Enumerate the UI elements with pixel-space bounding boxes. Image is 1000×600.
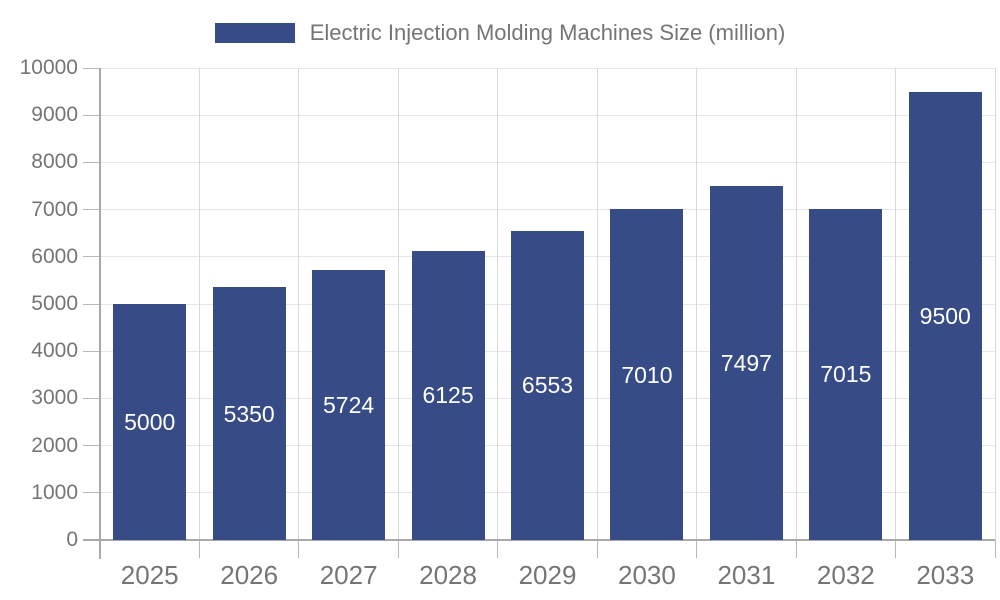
y-tick-label: 0 (66, 528, 78, 551)
bar-value-label: 7497 (720, 350, 772, 377)
y-axis-tick (83, 303, 100, 305)
chart-legend: Electric Injection Molding Machines Size… (0, 22, 1000, 44)
x-tick-label: 2031 (717, 560, 776, 590)
v-gridline (198, 68, 200, 540)
bar-value-label: 9500 (919, 302, 971, 329)
y-axis-tick (83, 397, 100, 399)
x-axis-tick (696, 540, 698, 558)
bar[interactable] (709, 186, 783, 540)
h-gridline (100, 161, 995, 163)
y-tick-label: 1000 (31, 480, 78, 504)
x-axis-tick (298, 540, 300, 558)
y-tick-label: 6000 (31, 244, 78, 268)
bar-value-label: 5350 (223, 400, 275, 427)
v-gridline (497, 68, 499, 540)
x-tick-label: 2027 (319, 560, 378, 590)
y-axis-tick (83, 350, 100, 352)
v-gridline (895, 68, 897, 540)
legend-label[interactable]: Electric Injection Molding Machines Size… (309, 20, 786, 45)
bar[interactable] (610, 209, 684, 540)
y-axis-tick (83, 209, 100, 211)
x-axis-tick (198, 540, 200, 558)
y-tick-label: 2000 (31, 433, 78, 457)
bar-value-label: 6125 (422, 382, 474, 409)
x-axis-tick (497, 540, 499, 558)
v-gridline (795, 68, 797, 540)
y-tick-label: 5000 (31, 292, 78, 315)
y-axis-tick (83, 67, 100, 69)
bar[interactable] (809, 208, 883, 540)
bar[interactable] (411, 250, 485, 540)
bar[interactable] (212, 287, 286, 540)
legend-swatch[interactable] (214, 23, 295, 43)
h-gridline (100, 209, 995, 211)
y-tick-label: 10000 (19, 56, 78, 79)
y-axis-tick (83, 114, 100, 116)
y-axis-tick (83, 445, 100, 447)
x-axis-tick (994, 540, 996, 558)
bar[interactable] (511, 230, 584, 540)
y-tick-label: 3000 (31, 386, 78, 410)
bar-value-label: 5724 (323, 391, 375, 418)
bar-value-label: 7010 (621, 361, 673, 388)
x-tick-label: 2026 (220, 560, 279, 590)
h-gridline (100, 67, 995, 69)
x-axis-tick (397, 540, 399, 558)
v-gridline (298, 68, 300, 540)
y-tick-label: 8000 (31, 150, 78, 174)
bar-value-label: 7015 (820, 361, 872, 388)
bar[interactable] (113, 304, 187, 540)
x-tick-label: 2032 (816, 560, 875, 590)
v-gridline (994, 68, 996, 540)
y-tick-label: 4000 (31, 339, 78, 363)
y-axis-tick (83, 161, 100, 163)
x-axis-tick (596, 540, 598, 558)
y-tick-label: 9000 (31, 103, 78, 127)
x-tick-label: 2028 (419, 560, 477, 590)
y-axis-line (99, 68, 101, 559)
bar[interactable] (908, 91, 982, 540)
x-axis-line (83, 539, 995, 541)
v-gridline (397, 68, 399, 540)
y-tick-label: 7000 (31, 197, 78, 221)
bar[interactable] (312, 269, 386, 540)
x-axis-tick (795, 540, 797, 558)
y-axis-tick (83, 256, 100, 258)
h-gridline (100, 114, 995, 116)
bar-value-label: 5000 (124, 409, 176, 435)
y-axis-tick (83, 492, 100, 494)
v-gridline (596, 68, 598, 540)
x-tick-label: 2033 (916, 560, 975, 590)
bar-value-label: 6553 (521, 372, 574, 399)
x-axis-tick (895, 540, 897, 558)
x-tick-label: 2030 (618, 560, 676, 590)
v-gridline (696, 68, 698, 540)
x-tick-label: 2029 (518, 560, 577, 590)
x-tick-label: 2025 (120, 560, 179, 590)
